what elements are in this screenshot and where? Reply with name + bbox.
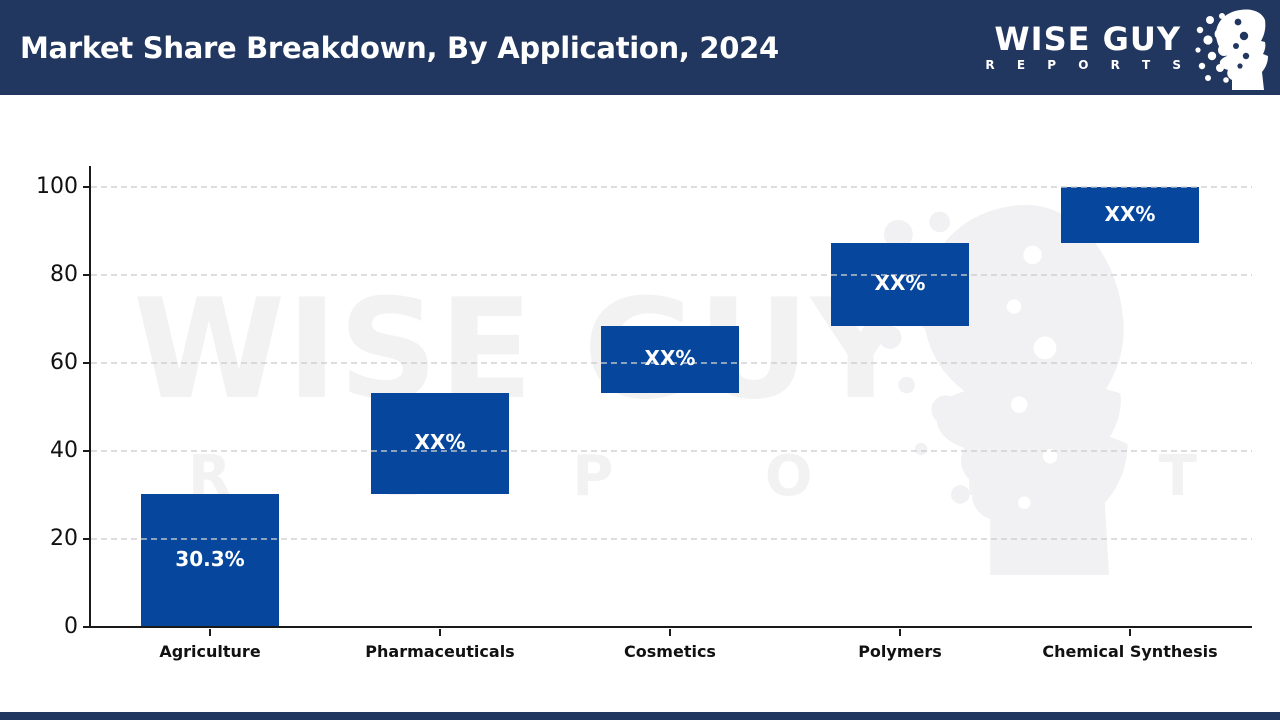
footer-band (0, 712, 1280, 720)
y-tick-label: 40 (50, 438, 78, 463)
y-tick-label: 0 (64, 614, 78, 639)
y-tick-label: 20 (50, 526, 78, 551)
x-axis-spine (88, 626, 1252, 628)
x-tick-label: Polymers (858, 642, 942, 661)
plot-area: 0 20 40 60 80 100 30.3% Agriculture XX% Pharmaceu… (0, 95, 1280, 712)
gridline (91, 186, 1252, 188)
y-axis-tick (83, 626, 90, 628)
y-tick-label: 60 (50, 350, 78, 375)
bar (371, 392, 509, 494)
x-tick-label: Cosmetics (624, 642, 716, 661)
watermark-wiseguy-text: WISE GUY (133, 269, 912, 430)
y-axis-tick (83, 538, 90, 540)
brand-logo-text: WISE GUY R E P O R T S (985, 19, 1190, 73)
bar-value-label: XX% (644, 346, 696, 371)
gridline (91, 450, 1252, 452)
x-axis-tick (209, 629, 211, 636)
bar (1061, 187, 1199, 243)
bar-value-label: 30.3% (175, 547, 245, 572)
y-axis-tick (83, 362, 90, 364)
gridline (91, 538, 1252, 540)
x-axis-tick (899, 629, 901, 636)
bar-value-label: XX% (874, 271, 926, 296)
bar (831, 242, 969, 327)
y-axis-tick (83, 186, 90, 188)
x-tick-label: Pharmaceuticals (365, 642, 515, 661)
x-tick-label: Agriculture (159, 642, 261, 661)
y-tick-label: 100 (36, 174, 78, 199)
x-axis-tick (439, 629, 441, 636)
y-axis-spine (89, 166, 91, 627)
bar (601, 326, 739, 393)
y-tick-label: 80 (50, 262, 78, 287)
gridline (91, 362, 1252, 364)
header-band: Market Share Breakdown, By Application, … (0, 0, 1280, 95)
brand-logo: WISE GUY R E P O R T S (985, 0, 1270, 95)
chart-title: Market Share Breakdown, By Application, … (20, 30, 779, 65)
brand-name: WISE GUY (994, 19, 1182, 58)
x-tick-label: Chemical Synthesis (1042, 642, 1218, 661)
y-axis-tick (83, 450, 90, 452)
x-axis-tick (1129, 629, 1131, 636)
brand-subname: R E P O R T S (985, 58, 1190, 73)
x-axis-tick (669, 629, 671, 636)
bar (141, 493, 279, 627)
bar-value-label: XX% (1104, 201, 1156, 226)
bar-value-label: XX% (414, 430, 466, 455)
y-axis-tick (83, 274, 90, 276)
gridline (91, 274, 1252, 276)
brand-head-icon (1195, 8, 1268, 90)
